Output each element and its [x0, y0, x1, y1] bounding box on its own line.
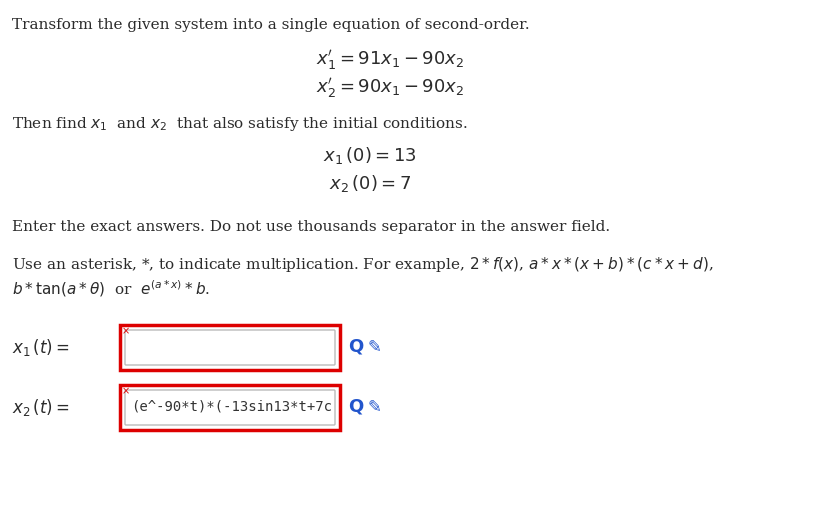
Text: $x_1\,(0) = 13$: $x_1\,(0) = 13$: [324, 145, 417, 166]
Text: Then find $x_1$  and $x_2$  that also satisfy the initial conditions.: Then find $x_1$ and $x_2$ that also sati…: [12, 115, 467, 133]
Text: $x_2\,(0) = 7$: $x_2\,(0) = 7$: [329, 173, 411, 194]
Bar: [120, 385, 340, 430]
Text: $b*\tan(a*\theta)$  or  $e^{(a*x)}*b$.: $b*\tan(a*\theta)$ or $e^{(a*x)}*b$.: [12, 278, 210, 299]
Text: Transform the given system into a single equation of second-order.: Transform the given system into a single…: [12, 18, 530, 32]
FancyBboxPatch shape: [125, 330, 335, 365]
Text: Q: Q: [348, 338, 364, 356]
Text: $x_2\,(t) =$: $x_2\,(t) =$: [12, 396, 70, 417]
Text: ×: ×: [122, 386, 130, 396]
Text: Enter the exact answers. Do not use thousands separator in the answer field.: Enter the exact answers. Do not use thou…: [12, 220, 610, 234]
FancyBboxPatch shape: [125, 390, 335, 425]
Text: ✎: ✎: [368, 398, 382, 416]
Text: $x_2' = 90x_1 - 90x_2$: $x_2' = 90x_1 - 90x_2$: [316, 76, 464, 100]
Bar: [120, 325, 340, 370]
Text: ✎: ✎: [368, 338, 382, 356]
Text: Use an asterisk, *, to indicate multiplication. For example, $2*f(x)$, $a*x*(x+b: Use an asterisk, *, to indicate multipli…: [12, 255, 714, 274]
Text: $x_1\,(t) =$: $x_1\,(t) =$: [12, 337, 70, 357]
Text: ×: ×: [122, 326, 130, 336]
Text: (e^-90*t)*(-13sin13*t+7c: (e^-90*t)*(-13sin13*t+7c: [131, 400, 332, 414]
Text: Q: Q: [348, 398, 364, 416]
Text: $x_1' = 91x_1 - 90x_2$: $x_1' = 91x_1 - 90x_2$: [316, 48, 464, 72]
